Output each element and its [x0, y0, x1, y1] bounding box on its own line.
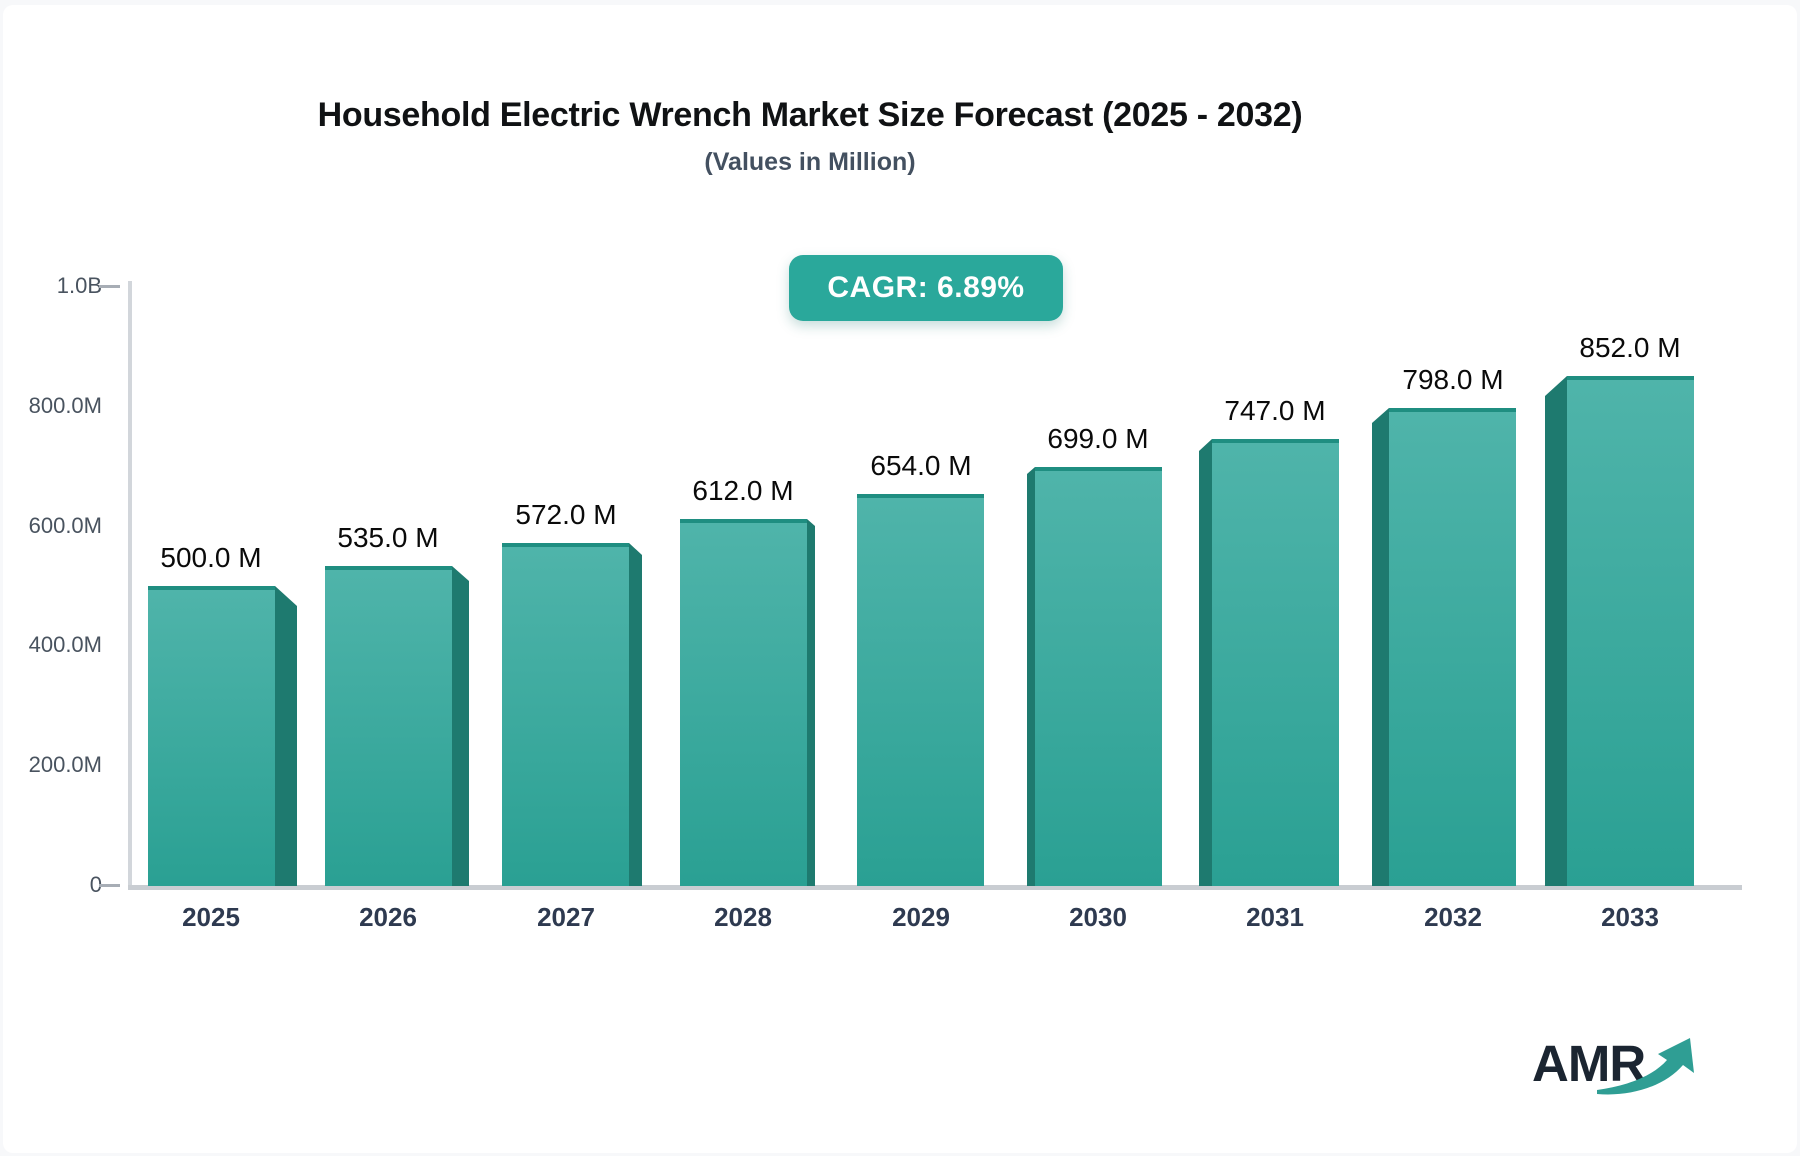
bar-2031[interactable]: [1212, 439, 1339, 886]
x-category-label-2032: 2032: [1424, 902, 1482, 932]
bar-value-label-2029: 654.0 M: [870, 450, 972, 481]
bar-value-label-2028: 612.0 M: [692, 475, 794, 506]
x-category-label-2026: 2026: [359, 902, 417, 932]
y-axis-line: [128, 281, 132, 889]
x-axis-line: [128, 885, 1742, 890]
amr-logo-arrow-icon: [1597, 1038, 1694, 1095]
bar-value-label-2026: 535.0 M: [337, 522, 439, 553]
y-tick-label: 600.0M: [28, 512, 102, 538]
chart-subtitle: (Values in Million): [704, 148, 916, 176]
x-category-label-2029: 2029: [892, 902, 950, 932]
bar-side-face-2030: [1027, 467, 1035, 886]
bar-value-label-2033: 852.0 M: [1579, 332, 1681, 363]
bar-side-face-2025: [275, 586, 297, 886]
y-tick-label: 1.0B: [56, 273, 102, 298]
bar-2026[interactable]: [325, 566, 452, 886]
amr-logo: AMR: [1532, 1034, 1707, 1100]
bar-2033[interactable]: [1567, 376, 1694, 886]
bar-2025[interactable]: [148, 586, 275, 886]
y-tick-label: 400.0M: [28, 632, 102, 658]
chart-title: Household Electric Wrench Market Size Fo…: [317, 96, 1303, 134]
bar-side-face-2033: [1545, 376, 1567, 886]
bar-side-face-2031: [1199, 439, 1212, 886]
cagr-badge: CAGR: 6.89%: [789, 255, 1063, 321]
y-tick-label: 800.0M: [28, 392, 102, 418]
bar-value-label-2027: 572.0 M: [515, 499, 617, 530]
y-tick-mark: [99, 884, 120, 887]
chart-card: Household Electric Wrench Market Size Fo…: [3, 5, 1797, 1153]
bar-side-face-2026: [452, 566, 469, 886]
bar-2029[interactable]: [857, 494, 984, 886]
bar-2032[interactable]: [1389, 408, 1516, 886]
bar-2030[interactable]: [1035, 467, 1162, 886]
cagr-badge-label: CAGR: 6.89%: [827, 271, 1025, 304]
y-tick-label: 200.0M: [28, 752, 102, 778]
bar-value-label-2032: 798.0 M: [1402, 364, 1504, 395]
x-category-label-2030: 2030: [1069, 902, 1127, 932]
bar-value-label-2031: 747.0 M: [1224, 395, 1326, 426]
y-tick-label: 0: [89, 872, 102, 897]
y-tick-mark: [99, 285, 120, 288]
bar-side-face-2028: [807, 519, 815, 886]
x-category-label-2027: 2027: [537, 902, 595, 932]
x-category-label-2033: 2033: [1601, 902, 1659, 932]
bar-value-label-2025: 500.0 M: [160, 542, 262, 573]
x-category-label-2031: 2031: [1246, 902, 1304, 932]
bar-2027[interactable]: [502, 543, 629, 886]
bar-value-label-2030: 699.0 M: [1047, 423, 1149, 454]
bar-side-face-2027: [629, 543, 642, 886]
x-category-label-2028: 2028: [714, 902, 772, 932]
x-category-label-2025: 2025: [182, 902, 240, 932]
bar-side-face-2032: [1372, 408, 1389, 886]
bar-2028[interactable]: [680, 519, 807, 886]
amr-logo-text: AMR: [1532, 1035, 1646, 1092]
